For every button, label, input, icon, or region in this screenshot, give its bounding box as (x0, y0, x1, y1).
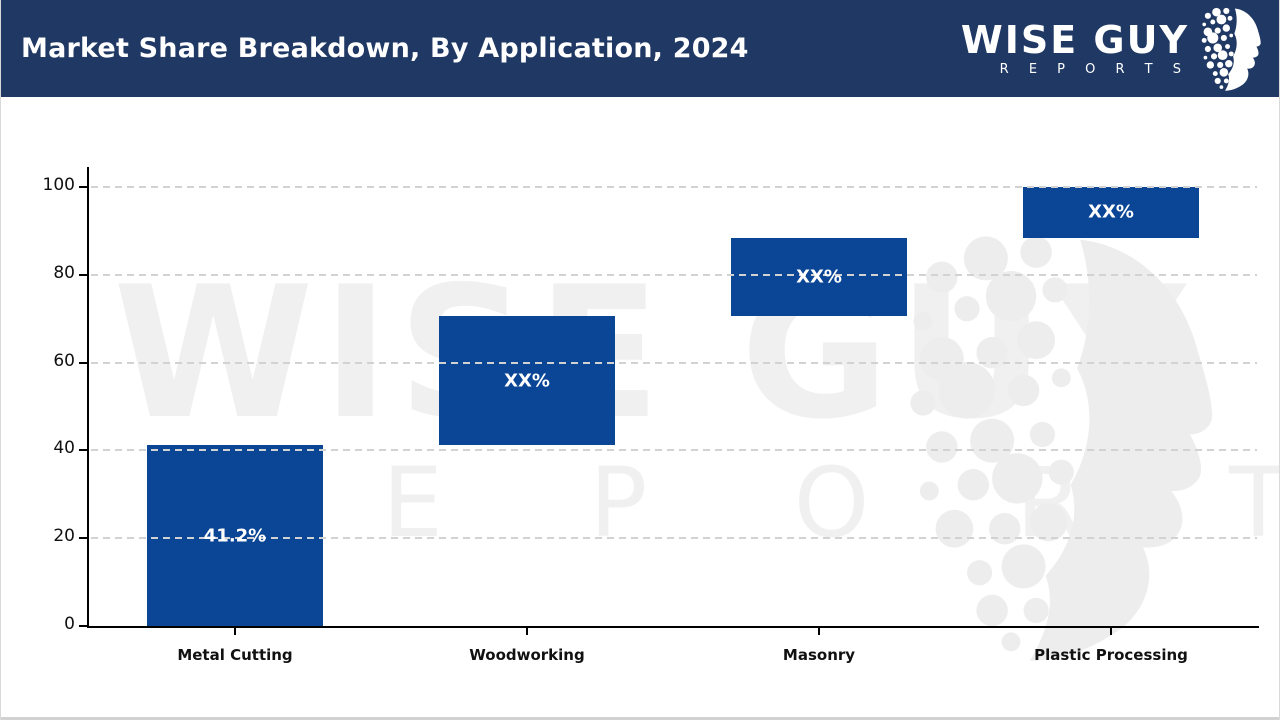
bar-value-label: XX% (504, 370, 550, 392)
x-tick-label: Metal Cutting (177, 646, 293, 664)
x-tick-mark (818, 628, 820, 635)
bar-value-label: 41.2% (203, 525, 267, 547)
y-tick-label: 60 (53, 350, 75, 371)
x-tick-mark (526, 628, 528, 635)
logo-subtext: R E P O R T S (999, 62, 1189, 77)
y-tick-label: 40 (53, 438, 75, 459)
y-tick-label: 20 (53, 526, 75, 547)
logo-wordmark: WISE GUY (960, 18, 1189, 62)
y-axis (87, 167, 89, 628)
y-tick-label: 100 (42, 175, 75, 195)
x-axis (87, 626, 1259, 628)
x-tick-label: Woodworking (469, 646, 585, 664)
bar (731, 237, 907, 317)
bar (147, 445, 323, 626)
gridline (91, 186, 1257, 188)
y-tick-mark (79, 273, 87, 276)
chart-area: WISE GUY R E P O R T S 02040608010041.2%… (1, 97, 1279, 717)
gridline (91, 361, 1257, 364)
face-dots-icon (1193, 6, 1267, 92)
y-tick-mark (79, 361, 87, 364)
x-tick-label: Masonry (782, 646, 856, 664)
bar-value-label: XX% (1088, 201, 1134, 223)
bottom-border (1, 717, 1279, 720)
bar (1023, 187, 1199, 238)
x-tick-mark (234, 628, 236, 635)
gridline (91, 537, 1257, 540)
plot: 0 20 40 60 80 100 41.2% Metal Cutting XX% Woodwor… (43, 167, 1259, 664)
y-tick-mark (79, 537, 87, 540)
y-tick-mark (79, 449, 87, 452)
y-tick-mark (79, 186, 87, 188)
x-tick-label: Plastic Processing (1034, 646, 1188, 664)
bar (439, 316, 615, 446)
wiseguy-logo: WISE GUY R E P O R T S (961, 6, 1267, 92)
y-tick-label: 80 (53, 262, 75, 283)
bar-value-label: XX% (796, 266, 842, 288)
header: Market Share Breakdown, By Application, … (1, 0, 1279, 97)
chart-title: Market Share Breakdown, By Application, … (21, 33, 749, 64)
x-tick-mark (1110, 628, 1112, 635)
y-tick-mark (79, 625, 87, 627)
gridline (91, 273, 1257, 276)
gridline (91, 449, 1257, 452)
y-tick-label: 0 (64, 614, 75, 634)
